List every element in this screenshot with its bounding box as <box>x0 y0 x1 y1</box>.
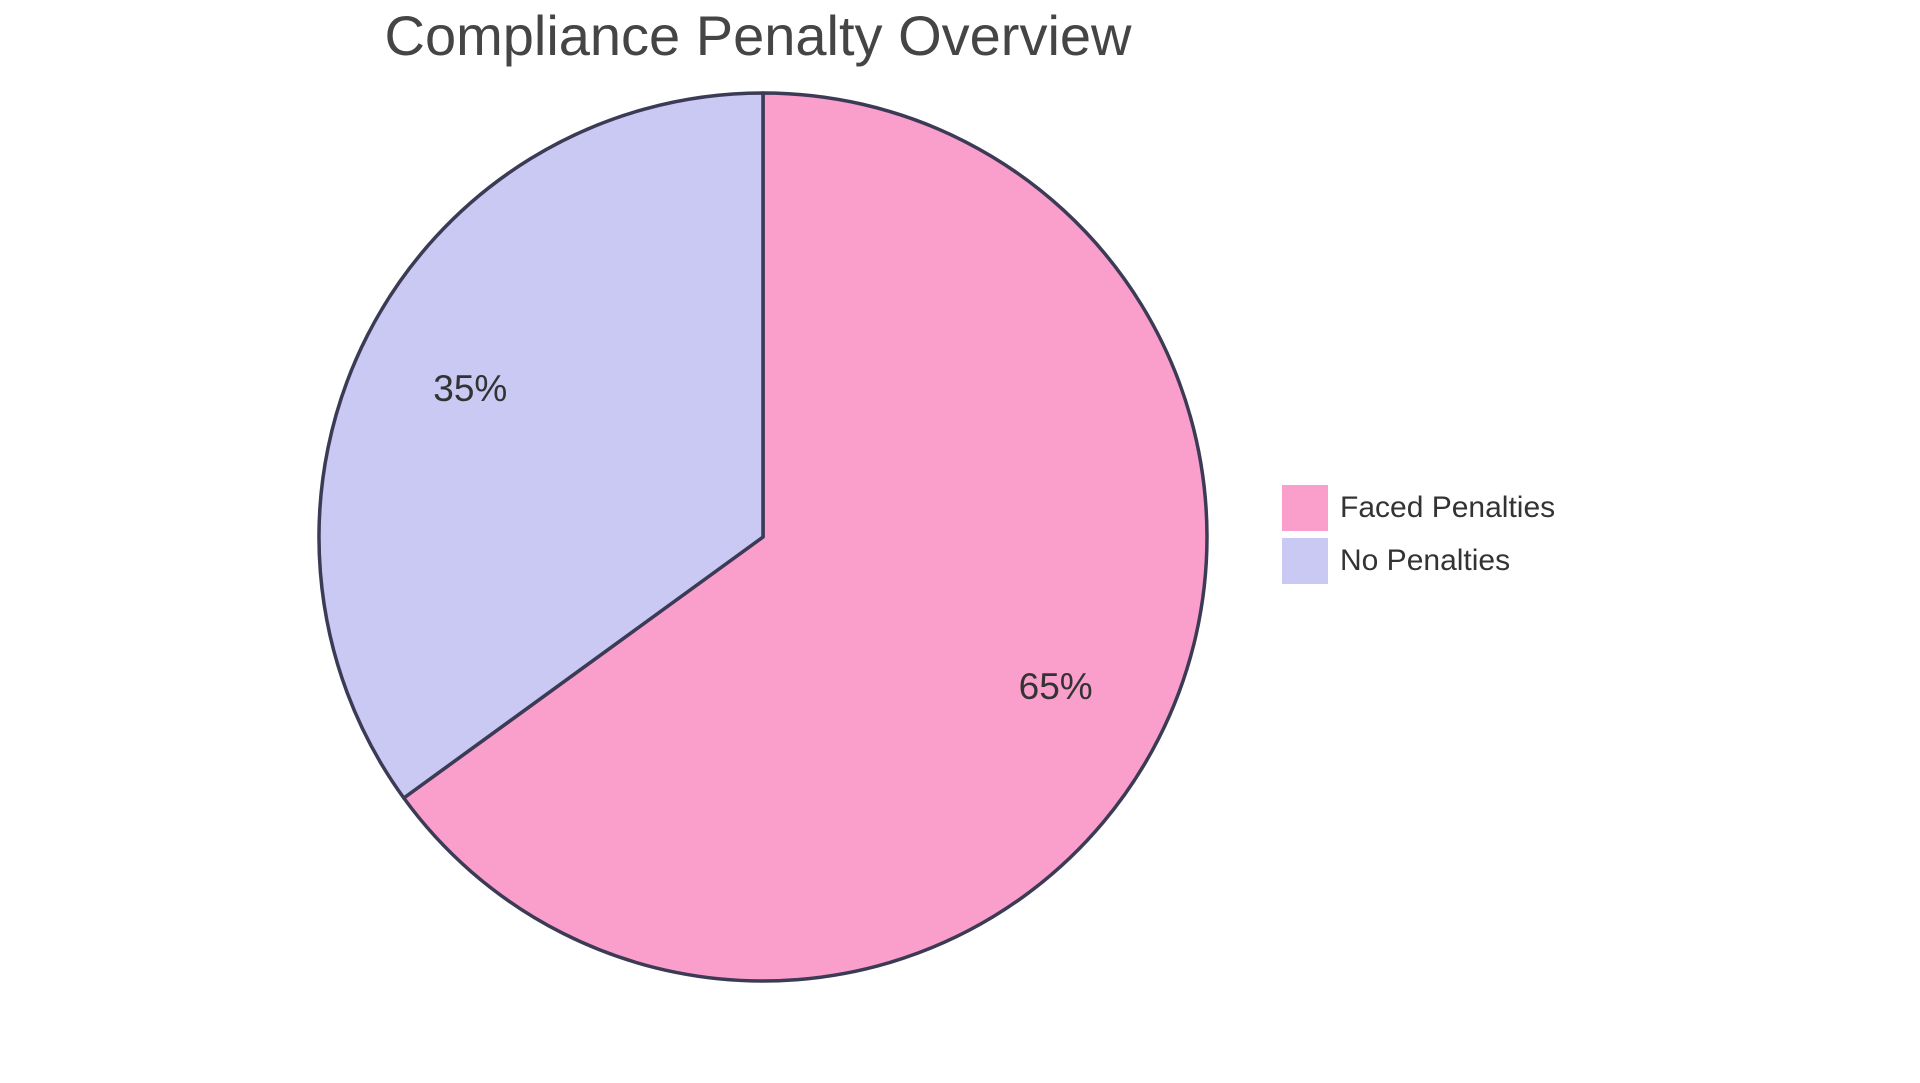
slice-percent-label: 65% <box>1019 666 1093 707</box>
legend-swatch-faced-penalties <box>1282 485 1328 531</box>
pie-slice-faced-penalties[interactable] <box>402 91 1209 983</box>
pie-slice-no-penalties[interactable] <box>317 91 765 800</box>
slice-percent-label: 35% <box>433 368 507 409</box>
legend-label: No Penalties <box>1340 544 1511 577</box>
legend-label: Faced Penalties <box>1340 491 1556 524</box>
legend-swatch-no-penalties <box>1282 538 1328 584</box>
chart-legend: Faced Penalties No Penalties <box>1282 485 1555 584</box>
legend-item-faced-penalties[interactable]: Faced Penalties <box>1282 485 1555 531</box>
chart-title: Compliance Penalty Overview <box>384 4 1132 67</box>
legend-item-no-penalties[interactable]: No Penalties <box>1282 538 1555 584</box>
